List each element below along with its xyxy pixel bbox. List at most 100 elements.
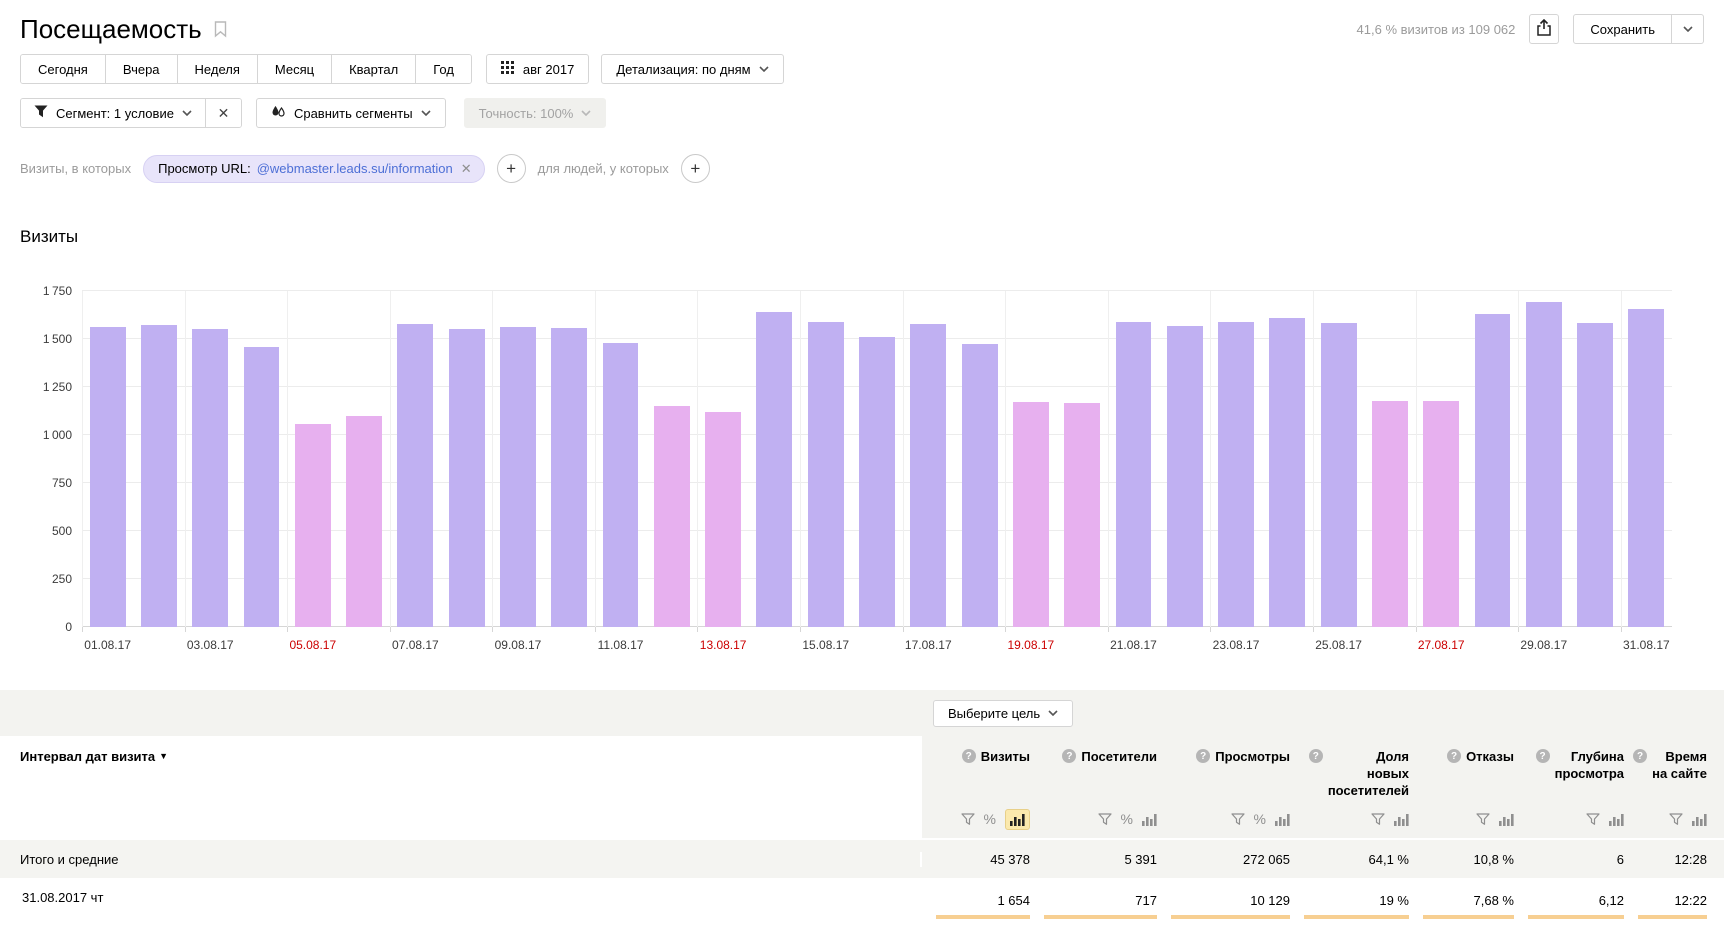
bar-25.08.17[interactable] — [1320, 322, 1357, 627]
detalization-button[interactable]: Детализация: по дням — [601, 54, 784, 84]
percent-icon[interactable]: % — [983, 811, 996, 827]
bar-26.08.17[interactable] — [1371, 401, 1408, 627]
filter-funnel-icon[interactable] — [1586, 812, 1600, 826]
bar-22.08.17[interactable] — [1166, 325, 1203, 627]
date-range-button[interactable]: авг 2017 — [485, 54, 590, 84]
x-axis-label: 09.08.17 — [494, 638, 542, 652]
column-header-label[interactable]: Глубина просмотра — [1554, 749, 1624, 781]
compare-segments-button[interactable]: Сравнить сегменты — [255, 98, 446, 128]
percent-icon[interactable]: % — [1120, 811, 1133, 827]
bar-01.08.17[interactable] — [89, 327, 126, 627]
column-header-label[interactable]: Время на сайте — [1652, 749, 1707, 781]
cell-histogram-bar — [1044, 915, 1157, 919]
bar-05.08.17[interactable] — [294, 424, 331, 627]
url-filter-chip[interactable]: Просмотр URL: @webmaster.leads.su/inform… — [143, 154, 485, 183]
column-header-label[interactable]: Доля новых посетителей — [1327, 749, 1409, 798]
column-header: ? Глубина просмотра — [1514, 736, 1624, 799]
period-tab-вчера[interactable]: Вчера — [105, 55, 178, 83]
chip-remove-icon[interactable]: ✕ — [460, 160, 472, 176]
column-header-label[interactable]: Просмотры — [1215, 749, 1290, 764]
bar-12.08.17[interactable] — [653, 406, 690, 627]
bar-27.08.17[interactable] — [1423, 401, 1460, 627]
accuracy-button[interactable]: Точность: 100% — [463, 98, 607, 128]
period-tab-сегодня[interactable]: Сегодня — [21, 55, 106, 83]
filter-funnel-icon[interactable] — [1371, 812, 1385, 826]
x-axis-tick — [287, 627, 289, 632]
cell-value: 6,12 — [1598, 893, 1624, 908]
bar-chart-icon[interactable] — [1692, 813, 1707, 826]
help-icon[interactable]: ? — [1633, 749, 1648, 763]
filter-funnel-icon[interactable] — [960, 812, 975, 826]
column-header-label[interactable]: Отказы — [1466, 749, 1514, 764]
help-icon[interactable]: ? — [1062, 749, 1077, 763]
segment-button[interactable]: Сегмент: 1 условие — [21, 99, 205, 127]
bar-23.08.17[interactable] — [1218, 321, 1254, 627]
bar-10.08.17[interactable] — [551, 328, 588, 627]
bar-chart-icon[interactable] — [1394, 813, 1409, 826]
bar-08.08.17[interactable] — [448, 329, 485, 627]
period-tab-месяц[interactable]: Месяц — [257, 55, 333, 83]
bar-13.08.17[interactable] — [705, 411, 742, 627]
percent-icon[interactable]: % — [1253, 811, 1266, 827]
bar-03.08.17[interactable] — [192, 329, 229, 627]
bar-11.08.17[interactable] — [602, 342, 639, 627]
bar-17.08.17[interactable] — [910, 323, 947, 627]
bar-07.08.17[interactable] — [397, 323, 434, 627]
filter-funnel-icon[interactable] — [1669, 812, 1683, 826]
bar-16.08.17[interactable] — [859, 337, 895, 627]
bar-02.08.17[interactable] — [140, 324, 177, 627]
v-gridline — [1518, 291, 1520, 627]
help-icon[interactable]: ? — [1308, 749, 1323, 763]
bar-chart-icon[interactable] — [1142, 813, 1157, 826]
y-axis-label: 500 — [51, 524, 72, 538]
select-goal-button[interactable]: Выберите цель — [933, 699, 1074, 727]
bar-24.08.17[interactable] — [1269, 317, 1306, 627]
bar-30.08.17[interactable] — [1577, 322, 1613, 627]
filter-funnel-icon[interactable] — [1476, 812, 1490, 826]
save-options-button[interactable] — [1672, 14, 1704, 44]
x-axis-tick — [82, 627, 83, 632]
bar-09.08.17[interactable] — [500, 326, 536, 627]
bar-chart-icon[interactable] — [1275, 813, 1290, 826]
x-axis-label: 05.08.17 — [289, 638, 337, 652]
bar-chart-icon[interactable] — [1499, 813, 1514, 826]
help-icon[interactable]: ? — [1196, 749, 1211, 763]
bar-06.08.17[interactable] — [346, 415, 383, 627]
filter-funnel-icon[interactable] — [1230, 812, 1245, 826]
column-header-label[interactable]: Визиты — [980, 749, 1030, 764]
period-tab-год[interactable]: Год — [416, 55, 471, 83]
bar-20.08.17[interactable] — [1064, 403, 1101, 627]
bar-15.08.17[interactable] — [807, 321, 844, 627]
sample-info: 41,6 % визитов из 109 062 — [1356, 21, 1516, 37]
column-header: ? Посетители — [1030, 736, 1157, 799]
table-row[interactable]: 31.08.2017 чт 1 654 717 10 129 19 % 7,68 % 6,… — [0, 878, 1724, 922]
bar-04.08.17[interactable] — [243, 346, 280, 627]
x-axis-label: 11.08.17 — [597, 638, 644, 652]
bar-chart-icon-active[interactable] — [1005, 808, 1030, 830]
filter-funnel-icon[interactable] — [1097, 812, 1112, 826]
bar-chart-icon[interactable] — [1609, 813, 1624, 826]
x-axis-tick — [389, 627, 391, 632]
row-dimension-header[interactable]: Интервал дат визита ▼ — [0, 736, 920, 838]
help-icon[interactable]: ? — [1535, 749, 1550, 763]
save-button[interactable]: Сохранить — [1573, 14, 1672, 44]
bookmark-icon[interactable] — [214, 21, 227, 43]
help-icon[interactable]: ? — [961, 749, 976, 763]
segment-label: Сегмент: 1 условие — [56, 105, 174, 121]
bar-21.08.17[interactable] — [1115, 321, 1152, 627]
period-tab-неделя[interactable]: Неделя — [177, 55, 258, 83]
bar-31.08.17[interactable] — [1628, 309, 1665, 627]
column-header-label[interactable]: Посетители — [1081, 749, 1157, 764]
export-button[interactable] — [1529, 14, 1560, 44]
period-tab-квартал[interactable]: Квартал — [332, 55, 417, 83]
bar-19.08.17[interactable] — [1012, 402, 1049, 627]
add-people-condition-button[interactable]: + — [680, 154, 710, 183]
bar-14.08.17[interactable] — [756, 312, 793, 627]
help-icon[interactable]: ? — [1447, 749, 1462, 763]
segment-clear-button[interactable]: ✕ — [204, 99, 241, 127]
bar-29.08.17[interactable] — [1525, 301, 1562, 627]
v-gridline — [82, 291, 83, 627]
bar-28.08.17[interactable] — [1474, 314, 1511, 627]
bar-18.08.17[interactable] — [961, 343, 998, 627]
add-visit-condition-button[interactable]: + — [496, 154, 526, 183]
